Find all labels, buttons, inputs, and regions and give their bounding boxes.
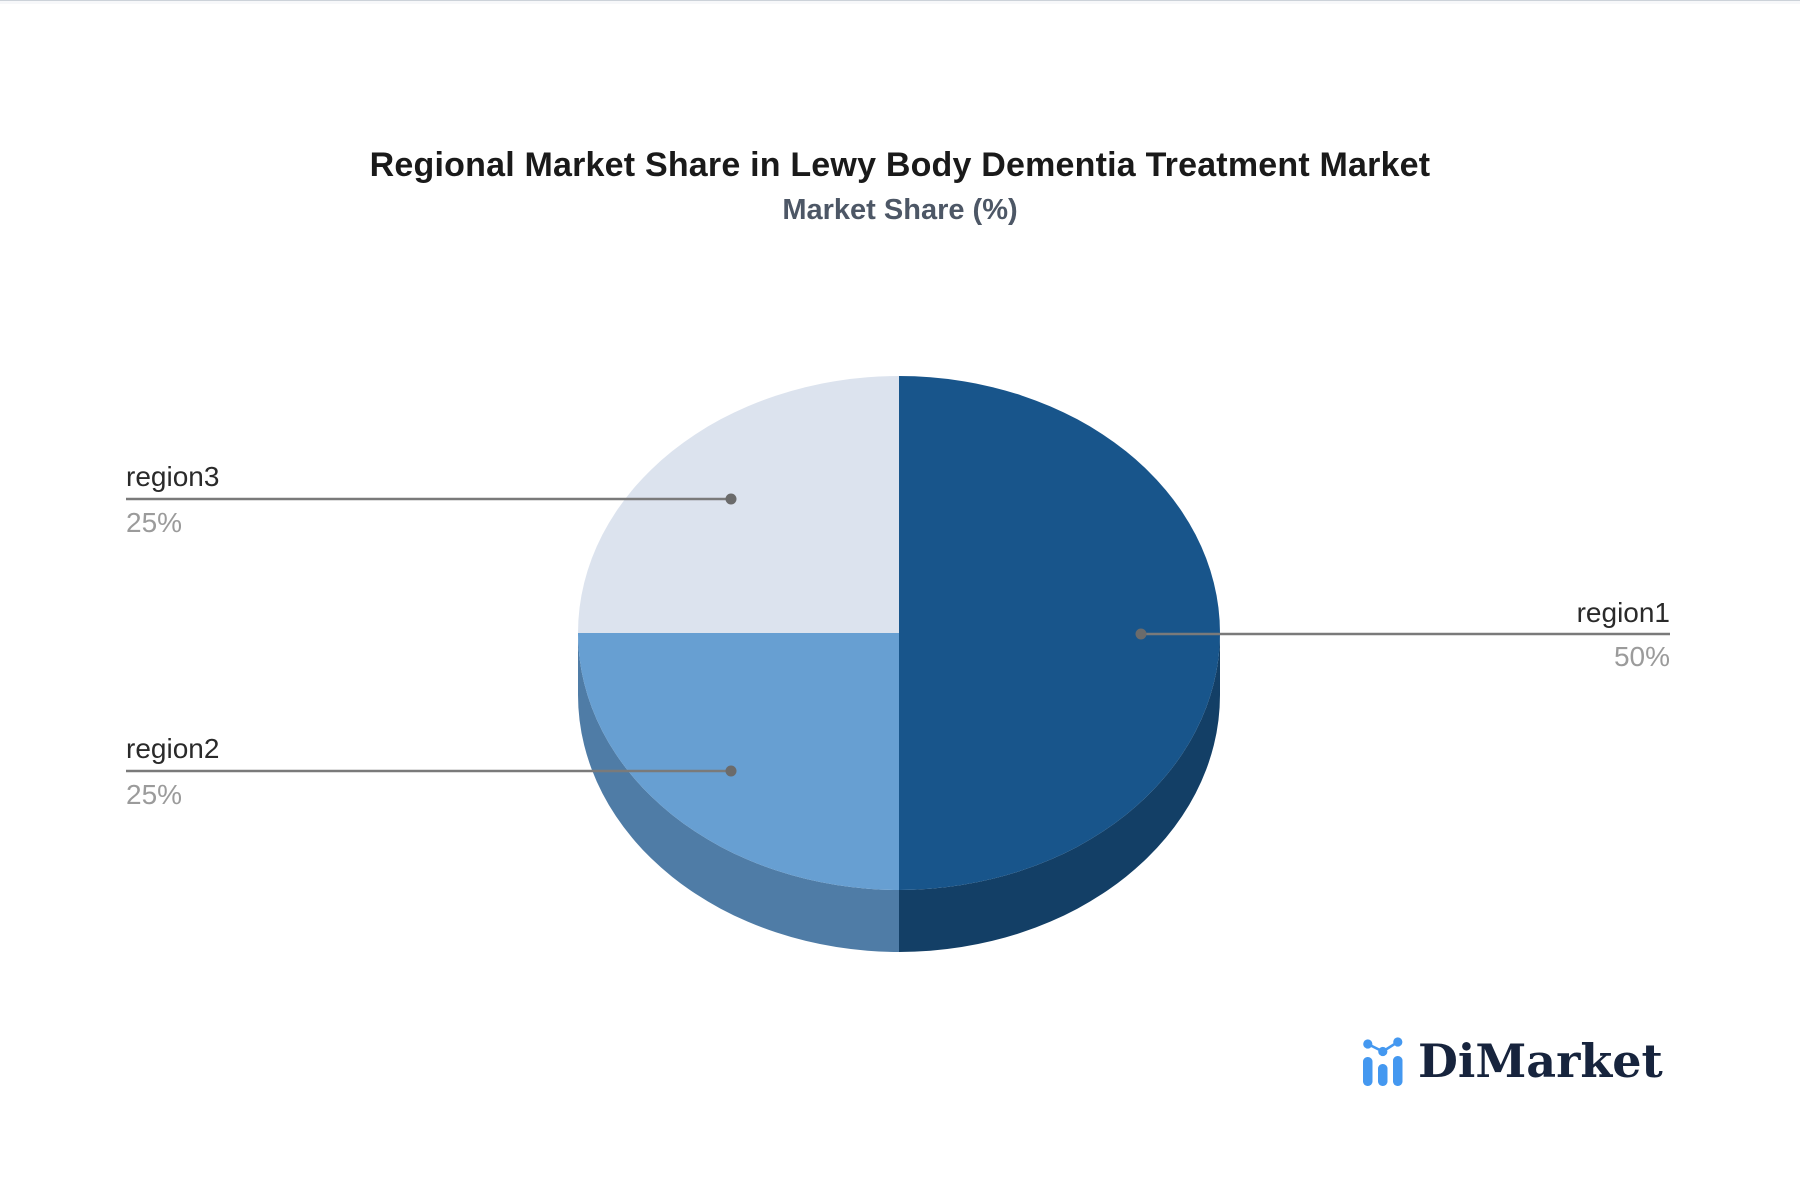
value-region3: 25% (126, 507, 183, 538)
value-region2: 25% (126, 779, 183, 810)
bar-line-chart-icon (1363, 1037, 1403, 1086)
pie-slice-region1[interactable] (899, 376, 1220, 890)
label-region1: region1 (1576, 597, 1670, 628)
pie-slice-region1-side (899, 633, 1220, 952)
pie-slice-region2[interactable] (578, 633, 899, 890)
chart-title: Regional Market Share in Lewy Body Demen… (369, 146, 1431, 184)
leader-dot-region3 (725, 493, 737, 505)
leader-dot-region2 (725, 765, 737, 777)
pie-slice-region3[interactable] (578, 376, 899, 633)
value-region1: 50% (1613, 641, 1670, 672)
label-region3: region3 (126, 461, 220, 492)
logo: DiMarket (1362, 1033, 1663, 1089)
label-region2: region2 (126, 733, 220, 764)
chart-subtitle: Market Share (%) (782, 194, 1018, 226)
logo-text: DiMarket (1418, 1034, 1663, 1088)
window-top-border (0, 0, 1800, 4)
leader-dot-region1 (1135, 628, 1147, 640)
pie-slice-region2-side (578, 633, 899, 952)
